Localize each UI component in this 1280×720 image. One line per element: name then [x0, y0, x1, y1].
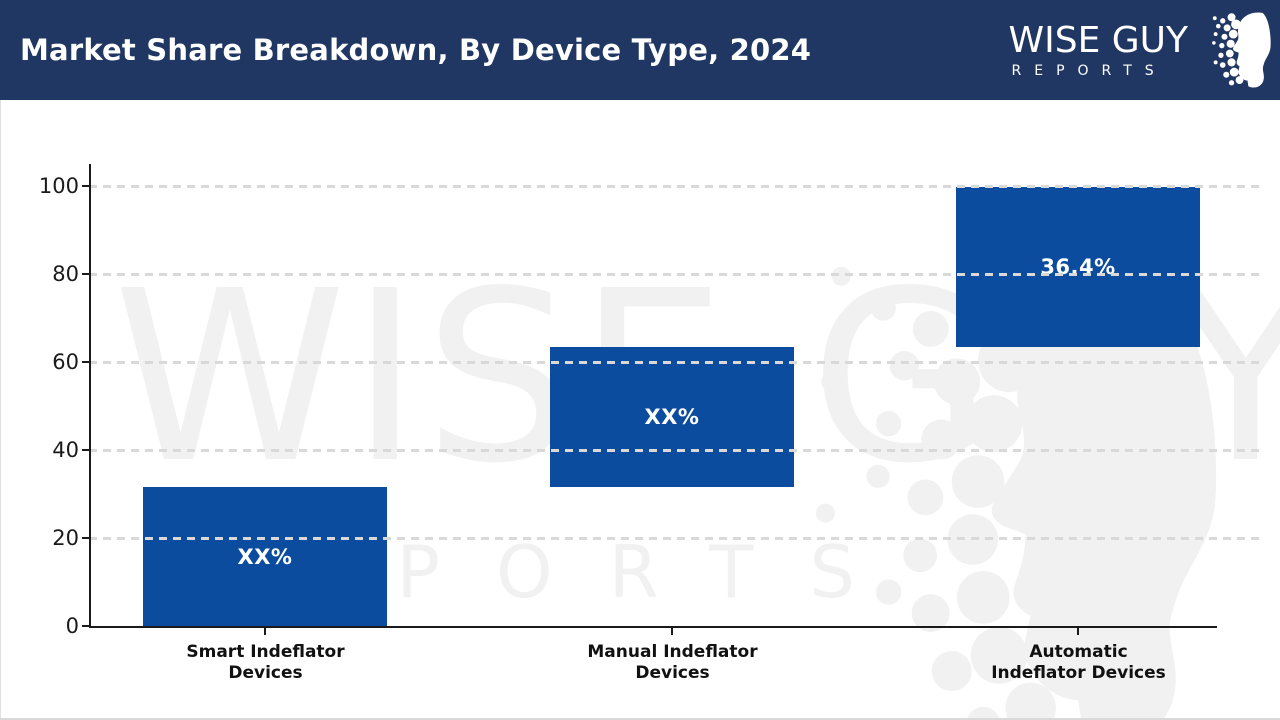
y-tickmark-20	[82, 537, 89, 539]
gridline-60	[89, 361, 1263, 364]
logo-subtitle: REPORTS	[1011, 62, 1167, 79]
wiseguy-logo-text: WISE GUY REPORTS	[1008, 19, 1189, 79]
x-category-label: Automatic Indeflator Devices	[991, 642, 1166, 683]
x-category-label: Manual Indeflator Devices	[587, 642, 758, 683]
x-tickmark-manual	[671, 628, 673, 635]
y-tick-label: 80	[52, 262, 79, 286]
x-axis-line	[89, 626, 1217, 628]
wiseguy-logo: WISE GUY REPORTS	[1009, 6, 1274, 94]
y-tickmark-40	[82, 449, 89, 451]
y-tick-label: 20	[52, 526, 79, 550]
x-tickmark-automatic	[1077, 628, 1079, 635]
y-axis-line	[89, 164, 91, 626]
bar-automatic-indeflator: 36.4%	[956, 187, 1200, 347]
gridline-20	[89, 537, 1263, 540]
gridline-40	[89, 449, 1263, 452]
page-title: Market Share Breakdown, By Device Type, …	[20, 33, 812, 67]
bar-manual-indeflator: XX%	[550, 347, 794, 487]
x-category-label: Smart Indeflator Devices	[186, 642, 345, 683]
y-tickmark-60	[82, 361, 89, 363]
y-tick-label: 100	[38, 174, 79, 198]
plot-area: WISE GUY REPORTS XX% XX% 36.4%	[0, 100, 1280, 718]
y-tick-label: 0	[65, 614, 79, 638]
x-tickmark-smart	[264, 628, 266, 635]
y-tickmark-80	[82, 273, 89, 275]
watermark-face-icon	[815, 266, 1217, 718]
logo-wordmark: WISE GUY	[1008, 19, 1189, 61]
y-tick-label: 60	[52, 350, 79, 374]
gridline-80	[89, 273, 1263, 276]
y-tick-label: 40	[52, 438, 79, 462]
bar-value-label: XX%	[237, 544, 293, 569]
bar-value-label: XX%	[644, 405, 700, 429]
header-banner: Market Share Breakdown, By Device Type, …	[0, 0, 1280, 100]
y-tickmark-0	[82, 625, 89, 627]
wiseguy-face-icon	[1212, 12, 1271, 88]
y-tickmark-100	[82, 185, 89, 187]
bar-smart-indeflator: XX%	[143, 487, 387, 626]
gridline-100	[89, 185, 1263, 188]
